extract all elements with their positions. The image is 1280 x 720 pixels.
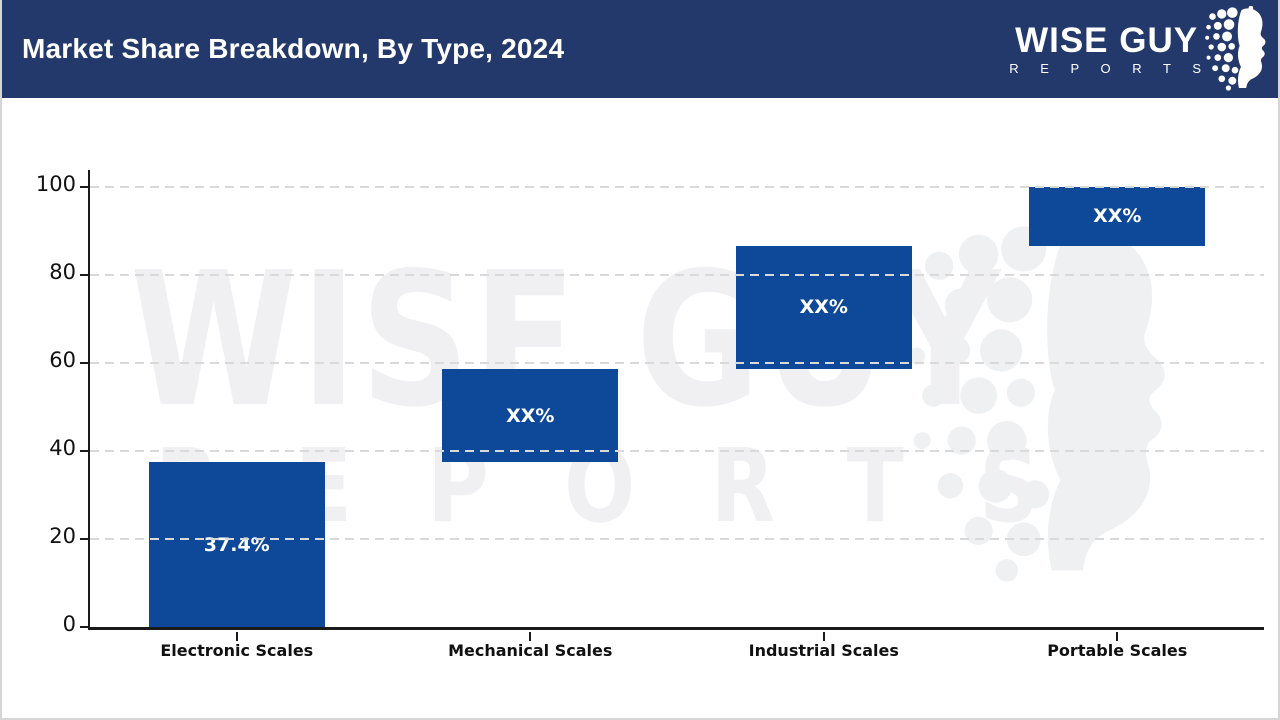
logo-subtitle: R E P O R T S [1009, 60, 1210, 76]
x-axis-category-label: Electronic Scales [160, 641, 314, 660]
dotted-face-icon [1205, 6, 1266, 91]
y-axis-tick-label: 40 [49, 436, 76, 460]
x-tick-mark [1116, 632, 1119, 641]
x-tick-mark [529, 632, 532, 641]
gridline-y60 [90, 362, 1264, 364]
y-tick-mark [80, 450, 88, 452]
logo-wordmark: WISE GUY [1015, 20, 1199, 60]
y-tick-mark [80, 274, 88, 276]
y-tick-mark [80, 362, 88, 364]
y-tick-mark [80, 186, 88, 188]
bar-industrial-scales: XX% [735, 245, 912, 369]
gridline-y100 [90, 186, 1264, 188]
bar-value-label: XX% [506, 404, 555, 427]
chart-title: Market Share Breakdown, By Type, 2024 [22, 33, 565, 64]
logo-text: WISE GUY R E P O R T S [1003, 23, 1210, 76]
bar-mechanical-scales: XX% [442, 368, 619, 463]
header-band: Market Share Breakdown, By Type, 2024 WI… [0, 0, 1280, 98]
y-tick-mark [80, 538, 88, 540]
x-axis-category-label: Mechanical Scales [448, 641, 613, 660]
gridline-y20 [90, 538, 1264, 540]
bar-portable-scales: XX% [1029, 187, 1206, 246]
x-axis-category-label: Portable Scales [1047, 641, 1188, 660]
x-axis-category-label: Industrial Scales [748, 641, 899, 660]
y-axis-tick-label: 100 [35, 172, 76, 196]
gridline-y80 [90, 274, 1264, 276]
x-tick-mark [235, 632, 238, 641]
bar-value-label: XX% [799, 296, 848, 319]
gridline-y40 [90, 450, 1264, 452]
bar-value-label: XX% [1093, 205, 1142, 228]
bar-electronic-scales: 37.4% [148, 462, 325, 627]
y-axis-tick-label: 60 [49, 348, 76, 372]
y-axis-tick-label: 20 [49, 524, 76, 548]
y-axis-tick-label: 0 [62, 612, 76, 636]
x-tick-mark [822, 632, 825, 641]
y-tick-mark [80, 626, 88, 628]
wise-guy-logo: WISE GUY R E P O R T S [1003, 6, 1270, 92]
plot-area: 0 20 40 60 80 100 37.4% Electronic Scales XX% Mec… [36, 170, 1264, 660]
chart-region: WISE GUY REPORTS 0 20 40 60 80 100 37.4% Electr… [0, 98, 1280, 720]
y-axis-tick-label: 80 [49, 260, 76, 284]
